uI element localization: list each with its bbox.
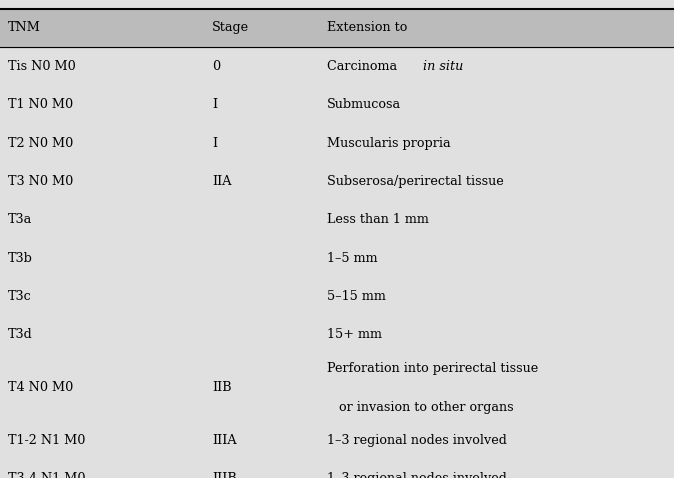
Text: T1-2 N1 M0: T1-2 N1 M0 (8, 434, 86, 447)
Text: T3a: T3a (8, 213, 32, 226)
Text: 5–15 mm: 5–15 mm (327, 290, 386, 303)
Text: T3-4 N1 M0: T3-4 N1 M0 (8, 472, 86, 478)
Text: T3 N0 M0: T3 N0 M0 (8, 175, 73, 188)
Text: 1–3 regional nodes involved: 1–3 regional nodes involved (327, 434, 507, 447)
Text: T4 N0 M0: T4 N0 M0 (8, 381, 73, 394)
Text: or invasion to other organs: or invasion to other organs (327, 401, 514, 413)
Text: T2 N0 M0: T2 N0 M0 (8, 137, 73, 150)
Text: in situ: in situ (423, 60, 463, 73)
Bar (0, 9, 674, 47)
Text: 1–5 mm: 1–5 mm (327, 252, 377, 265)
Text: TNM: TNM (8, 22, 41, 34)
Text: Carcinoma: Carcinoma (327, 60, 401, 73)
Text: Less than 1 mm: Less than 1 mm (327, 213, 429, 226)
Text: 1–3 regional nodes involved: 1–3 regional nodes involved (327, 472, 507, 478)
Text: I: I (212, 98, 218, 111)
Text: T1 N0 M0: T1 N0 M0 (8, 98, 73, 111)
Text: Muscularis propria: Muscularis propria (327, 137, 450, 150)
Text: T3d: T3d (8, 328, 33, 341)
Text: 15+ mm: 15+ mm (327, 328, 382, 341)
Text: IIA: IIA (212, 175, 232, 188)
Text: IIB: IIB (212, 381, 232, 394)
Text: IIIA: IIIA (212, 434, 237, 447)
Text: Tis N0 M0: Tis N0 M0 (8, 60, 76, 73)
Text: Perforation into perirectal tissue: Perforation into perirectal tissue (327, 362, 538, 375)
Text: IIIB: IIIB (212, 472, 237, 478)
Text: I: I (212, 137, 218, 150)
Text: T3c: T3c (8, 290, 32, 303)
Text: 0: 0 (212, 60, 220, 73)
Text: Stage: Stage (212, 22, 249, 34)
Text: T3b: T3b (8, 252, 33, 265)
Text: Submucosa: Submucosa (327, 98, 401, 111)
Text: Extension to: Extension to (327, 22, 407, 34)
Text: Subserosa/perirectal tissue: Subserosa/perirectal tissue (327, 175, 503, 188)
